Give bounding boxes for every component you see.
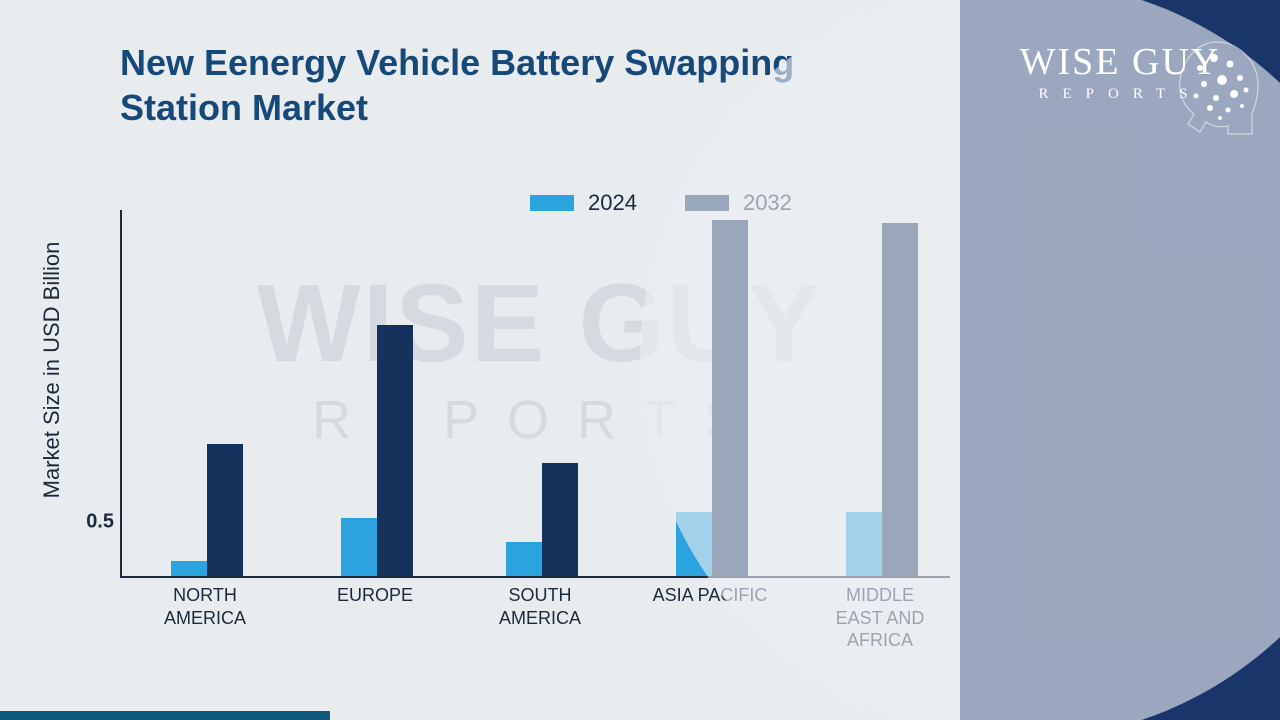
bottom-accent-bar	[0, 711, 330, 720]
chart-title: New Eenergy Vehicle Battery Swapping Sta…	[120, 40, 820, 130]
category-label: NORTH AMERICA	[145, 584, 265, 629]
brand-logo: WISE GUY REPORTS	[960, 40, 1280, 103]
y-axis-label: Market Size in USD Billion	[39, 242, 65, 499]
brand-logo-top: WISE GUY	[960, 40, 1280, 84]
bar-group	[171, 444, 243, 576]
decorative-circle	[640, 0, 1280, 720]
bar-group	[341, 325, 413, 576]
y-tick-label: 0.5	[86, 511, 122, 534]
bar-2024	[171, 561, 207, 576]
bar-group	[506, 463, 578, 576]
brand-logo-bottom: REPORTS	[960, 86, 1280, 103]
bar-2032	[207, 444, 243, 576]
legend-swatch-2024	[530, 195, 574, 211]
category-label: SOUTH AMERICA	[480, 584, 600, 629]
side-panel: WISE GUY REPORTS	[960, 0, 1280, 720]
bar-2024	[506, 542, 542, 576]
bar-2024	[341, 518, 377, 576]
category-label: EUROPE	[315, 584, 435, 607]
bar-2032	[377, 325, 413, 576]
bar-2032	[542, 463, 578, 576]
